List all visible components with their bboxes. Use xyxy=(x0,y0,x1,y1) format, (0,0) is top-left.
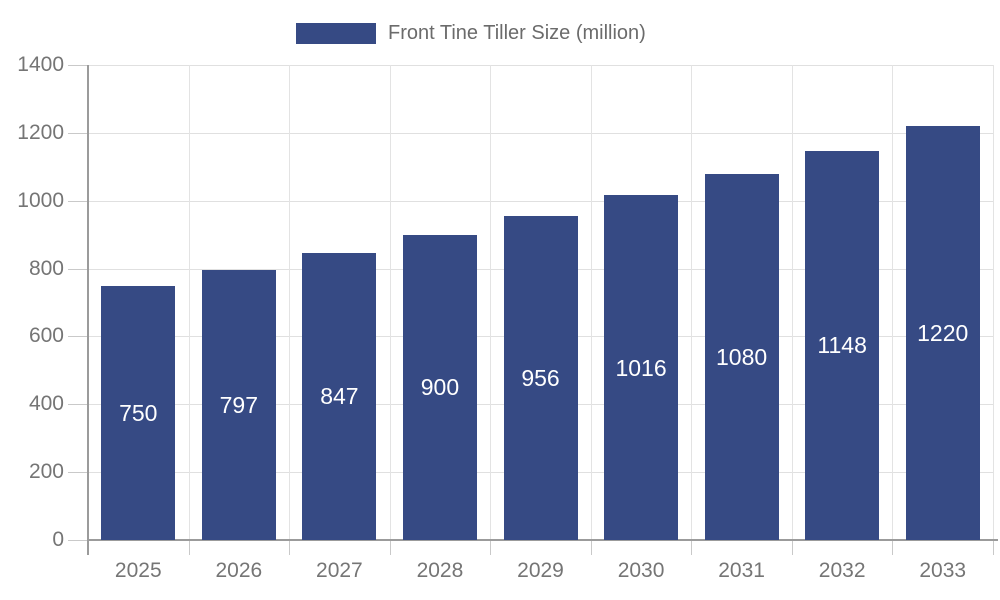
gridline-horizontal xyxy=(88,132,993,134)
legend-label: Front Tine Tiller Size (million) xyxy=(388,22,646,44)
y-axis-tick-label: 200 xyxy=(28,460,64,484)
x-axis-tick-label: 2033 xyxy=(919,559,967,582)
bar[interactable] xyxy=(905,126,980,540)
bar[interactable] xyxy=(604,195,679,540)
bar[interactable] xyxy=(402,234,477,540)
x-axis-tick xyxy=(289,540,291,555)
y-axis-tick xyxy=(68,336,88,338)
gridline-vertical xyxy=(791,65,793,540)
x-axis-tick-label: 2029 xyxy=(517,559,564,582)
x-axis-tick xyxy=(993,540,994,555)
gridline-vertical xyxy=(188,65,190,540)
gridline-vertical xyxy=(490,65,492,540)
gridline-vertical xyxy=(691,65,693,540)
y-axis-tick-label: 1400 xyxy=(17,53,64,76)
x-axis-tick-label: 2032 xyxy=(818,559,866,582)
x-axis-tick xyxy=(490,540,492,555)
gridline-vertical xyxy=(289,65,291,540)
y-axis-tick-label: 800 xyxy=(28,256,64,280)
y-axis-tick xyxy=(68,540,88,541)
y-axis-tick-label: 1200 xyxy=(17,120,64,144)
bar[interactable] xyxy=(201,269,276,540)
x-axis-tick xyxy=(389,540,391,555)
y-axis-tick-label: 0 xyxy=(52,528,64,551)
bar-value-label: 956 xyxy=(521,364,560,391)
y-axis-tick-label: 1000 xyxy=(17,188,64,212)
y-axis-tick xyxy=(68,200,88,202)
bar-value-label: 1148 xyxy=(817,332,867,359)
x-axis-tick-label: 2027 xyxy=(316,559,363,582)
y-axis-tick xyxy=(68,404,88,406)
gridline-vertical xyxy=(993,65,994,540)
x-axis-tick-label: 2031 xyxy=(718,559,765,582)
bar[interactable] xyxy=(101,285,176,540)
x-axis-tick-label: 2026 xyxy=(215,559,263,582)
bar[interactable] xyxy=(302,252,377,540)
bar-value-label: 900 xyxy=(420,374,460,401)
x-axis-line xyxy=(88,539,998,541)
gridline-vertical xyxy=(389,65,391,540)
bar[interactable] xyxy=(503,215,578,540)
bar-value-label: 847 xyxy=(320,383,359,410)
legend-item[interactable]: Front Tine Tiller Size (million) xyxy=(296,22,646,45)
y-axis-tick-label: 400 xyxy=(28,392,64,416)
y-axis-tick xyxy=(68,132,88,134)
bar-value-label: 797 xyxy=(219,391,259,418)
x-axis-tick-label: 2028 xyxy=(416,559,464,582)
gridline-vertical xyxy=(590,65,592,540)
x-axis-tick-label: 2025 xyxy=(114,559,162,582)
y-axis-tick-label: 600 xyxy=(28,324,64,348)
bar-value-label: 1016 xyxy=(615,354,667,381)
y-axis-tick xyxy=(68,268,88,270)
bar[interactable] xyxy=(704,173,779,540)
y-axis-line xyxy=(87,65,89,555)
x-axis-tick xyxy=(892,540,894,555)
x-axis-tick xyxy=(791,540,793,555)
y-axis-tick xyxy=(68,472,88,474)
gridline-horizontal xyxy=(88,200,993,202)
gridline-horizontal xyxy=(88,65,993,66)
bar-value-label: 750 xyxy=(119,399,158,426)
x-axis-tick-label: 2030 xyxy=(617,559,665,582)
gridline-vertical xyxy=(892,65,894,540)
x-axis-tick xyxy=(188,540,190,555)
bar[interactable] xyxy=(805,150,880,540)
x-axis-tick xyxy=(590,540,592,555)
bar-value-label: 1220 xyxy=(917,320,969,347)
bar-value-label: 1080 xyxy=(716,343,768,370)
legend-swatch xyxy=(296,23,376,44)
x-axis-tick xyxy=(691,540,693,555)
y-axis-tick xyxy=(68,65,88,66)
